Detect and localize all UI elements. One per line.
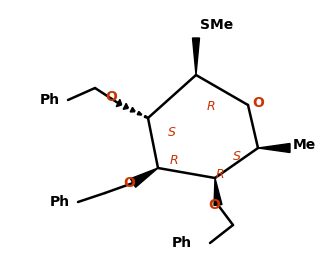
Polygon shape	[130, 107, 135, 112]
Text: R: R	[216, 168, 224, 182]
Text: O: O	[208, 198, 220, 212]
Text: SMe: SMe	[200, 18, 233, 32]
Polygon shape	[193, 38, 200, 75]
Polygon shape	[214, 178, 222, 206]
Text: O: O	[105, 90, 117, 104]
Polygon shape	[258, 144, 290, 153]
Polygon shape	[144, 115, 148, 118]
Text: S: S	[168, 126, 176, 138]
Text: R: R	[207, 100, 215, 114]
Text: Ph: Ph	[50, 195, 70, 209]
Text: S: S	[233, 150, 241, 164]
Text: Ph: Ph	[172, 236, 192, 250]
Text: Me: Me	[293, 138, 316, 152]
Text: O: O	[252, 96, 264, 110]
Polygon shape	[137, 111, 142, 115]
Text: Ph: Ph	[40, 93, 60, 107]
Polygon shape	[116, 99, 121, 107]
Text: R: R	[170, 153, 178, 167]
Polygon shape	[130, 168, 158, 187]
Text: O: O	[123, 176, 135, 190]
Polygon shape	[123, 103, 128, 109]
